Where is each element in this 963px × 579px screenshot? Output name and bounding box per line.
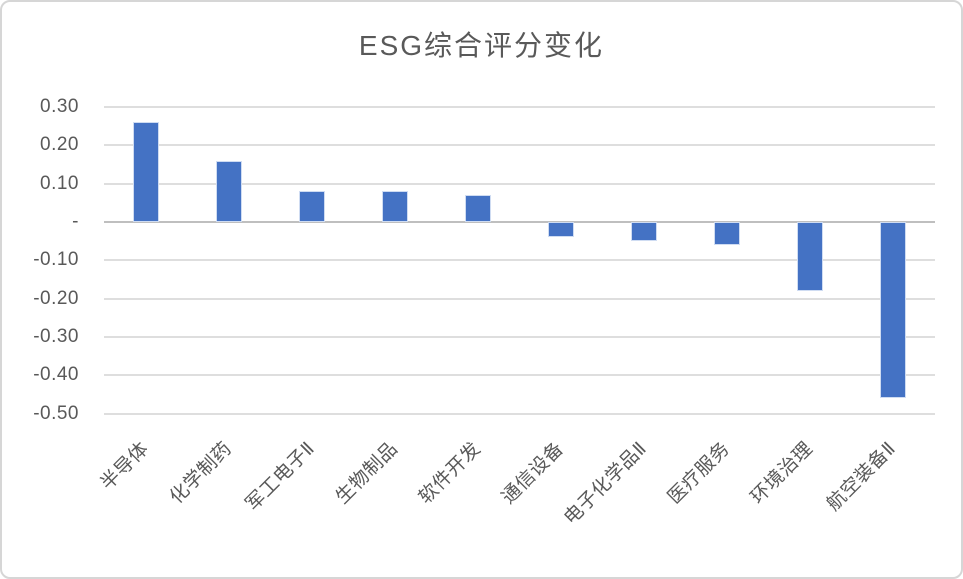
gridline — [104, 182, 935, 185]
chart-title: ESG综合评分变化 — [358, 30, 605, 61]
y-tick-label: -0.10 — [33, 249, 79, 271]
gridline — [104, 374, 935, 377]
y-tick-label: 0.20 — [40, 134, 79, 156]
bar[interactable] — [714, 221, 741, 245]
y-tick-label: 0.10 — [40, 172, 79, 194]
bar[interactable] — [631, 221, 658, 242]
bar[interactable] — [381, 191, 408, 222]
y-tick-label: - — [72, 210, 79, 232]
y-tick-label: -0.40 — [33, 364, 79, 386]
bar[interactable] — [548, 221, 575, 238]
bar[interactable] — [132, 122, 159, 222]
y-tick-label: 0.30 — [40, 96, 79, 117]
y-tick-label: -0.30 — [33, 325, 79, 347]
y-tick-label: -0.50 — [33, 402, 79, 424]
bar[interactable] — [215, 160, 242, 222]
gridline — [104, 412, 935, 415]
y-tick-label: -0.20 — [33, 287, 79, 309]
gridline — [104, 106, 935, 108]
bar[interactable] — [298, 191, 325, 222]
bar[interactable] — [464, 195, 491, 222]
gridline — [104, 144, 935, 147]
bar[interactable] — [797, 221, 824, 291]
gridline — [104, 259, 935, 262]
bar[interactable] — [880, 221, 907, 399]
gridline — [104, 297, 935, 300]
gridline — [104, 335, 935, 338]
x-axis-line — [104, 220, 935, 223]
